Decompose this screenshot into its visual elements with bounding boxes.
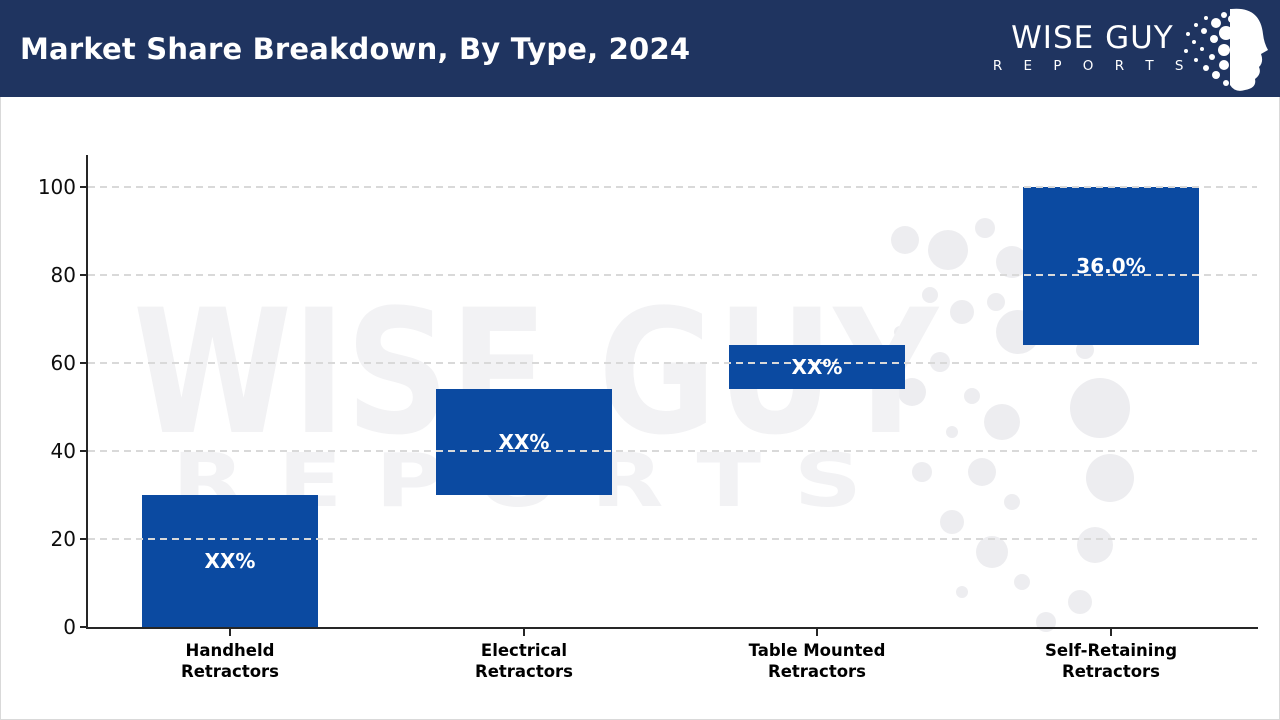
x-category-label: Table Mounted Retractors <box>748 641 886 681</box>
y-tick-label: 100 <box>37 175 76 199</box>
logo-wordmark: WISE GUY <box>1011 20 1174 56</box>
gridline-100 <box>88 186 1257 188</box>
gridline-80 <box>88 274 1257 276</box>
logo-text: WISE GUY R E P O R T S <box>993 20 1192 74</box>
x-tick-mark <box>523 629 525 636</box>
y-tick-label: 0 <box>63 615 76 639</box>
y-tick-label: 60 <box>50 351 76 375</box>
logo-subtitle: R E P O R T S <box>992 58 1192 74</box>
bar-1 <box>142 495 318 627</box>
y-tick-mark <box>80 626 87 628</box>
gridline-40 <box>88 450 1257 452</box>
x-category-label: Self-Retaining Retractors <box>1045 641 1177 681</box>
x-tick-mark <box>1110 629 1112 636</box>
y-tick-mark <box>80 450 87 452</box>
gridline-20 <box>88 538 1257 540</box>
x-category-label: Electrical Retractors <box>474 641 574 681</box>
bar-value-label: 36.0% <box>1076 254 1146 279</box>
y-tick-mark <box>80 538 87 540</box>
header-bar: Market Share Breakdown, By Type, 2024 WI… <box>0 0 1280 97</box>
logo-face-icon <box>1184 8 1268 91</box>
bar-value-label: XX% <box>204 549 256 573</box>
y-axis-line <box>86 155 88 629</box>
y-tick-label: 40 <box>50 439 76 463</box>
y-tick-mark <box>80 274 87 276</box>
bar-3 <box>729 345 905 390</box>
bar-value-label: XX% <box>791 355 843 380</box>
y-tick-mark <box>80 186 87 188</box>
y-tick-label: 80 <box>50 263 76 287</box>
page-title: Market Share Breakdown, By Type, 2024 <box>20 31 691 66</box>
wise-guy-logo: WISE GUY R E P O R T S <box>993 6 1270 92</box>
x-tick-mark <box>229 629 231 636</box>
x-axis-line <box>86 627 1258 629</box>
gridline-60 <box>88 362 1257 364</box>
y-tick-label: 20 <box>50 527 76 551</box>
y-tick-mark <box>80 362 87 364</box>
x-tick-mark <box>816 629 818 636</box>
bar-2 <box>436 389 612 495</box>
x-category-label: Handheld Retractors <box>180 641 280 681</box>
bar-value-label: XX% <box>498 430 550 455</box>
bar-4 <box>1023 187 1199 346</box>
